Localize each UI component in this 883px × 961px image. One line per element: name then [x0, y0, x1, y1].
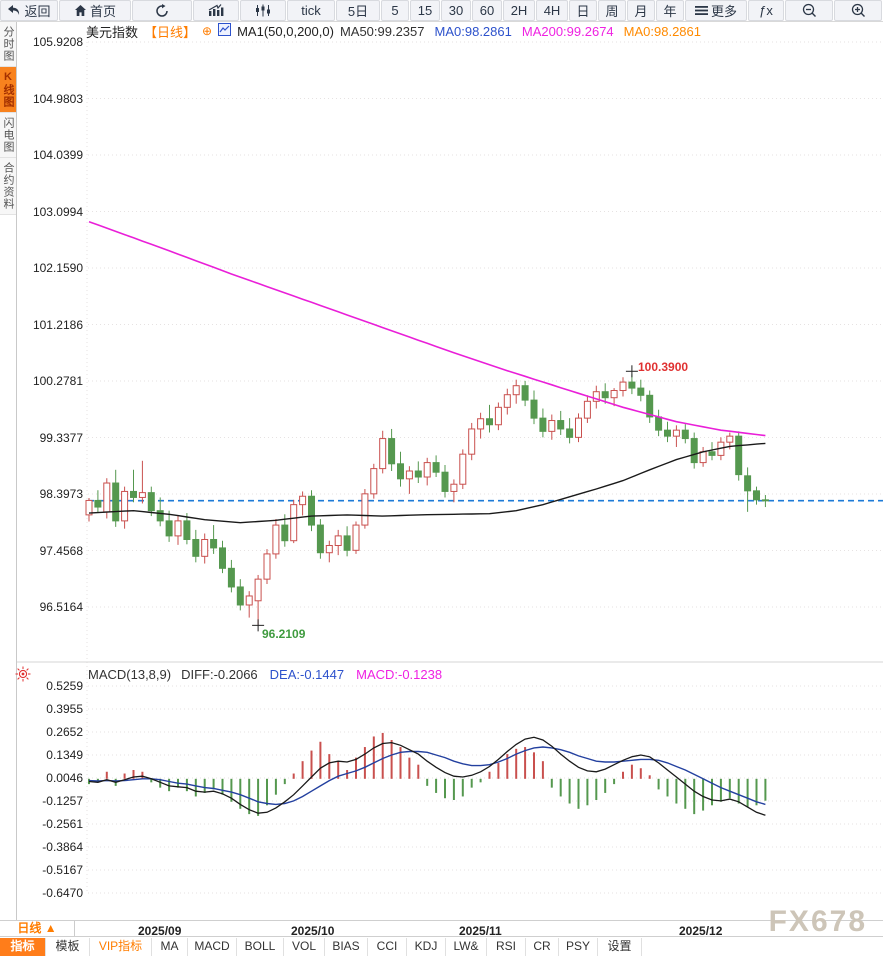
macd-value: MACD:-0.1238	[356, 666, 443, 682]
toolbar-fx-button[interactable]: ƒx	[748, 0, 784, 21]
toolbar: 返回 首页 tick 5日 5 15 30 60 2H 4H 日周月年更多 ƒx	[0, 0, 883, 22]
sidebar-item-contract-info[interactable]: 合约资料	[0, 158, 16, 215]
add-indicator-icon[interactable]: ⊕	[202, 24, 213, 38]
tab-cci[interactable]: CCI	[368, 938, 407, 956]
macd-axis-label: -0.3864	[42, 840, 83, 854]
indicator-tab-bar: 指标 模板 VIP指标 MA MACD BOLL VOL BIAS CCI KDJ LW& RSI CR…	[0, 938, 883, 956]
toolbar-line-chart-icon[interactable]	[193, 0, 239, 21]
macd-axis-label: -0.5167	[42, 863, 83, 877]
x-axis-label: 2025/12	[679, 924, 723, 938]
toolbar-30min-button[interactable]: 30	[441, 0, 471, 21]
ma-value: MA50:99.2357	[339, 23, 425, 39]
toolbar-2h-button[interactable]: 2H	[503, 0, 535, 21]
macd-axis-label: -0.2561	[42, 817, 83, 831]
toolbar-4h-button[interactable]: 4H	[536, 0, 568, 21]
macd-axis-label: -0.6470	[42, 886, 83, 900]
ma-values: MA50:99.2357 MA0:98.2861 MA200:99.2674 MA0:…	[340, 24, 711, 39]
toolbar-day-button[interactable]: 日	[569, 0, 597, 21]
toolbar-more-button[interactable]: 更多	[685, 0, 747, 21]
sidebar: 分时图 K线图 闪电图 合约资料	[0, 22, 17, 920]
mini-chart-icon	[218, 23, 232, 39]
price-axis-label: 96.5164	[39, 600, 83, 614]
macd-axis-label: -0.1257	[42, 794, 83, 808]
tab-psy[interactable]: PSY	[559, 938, 598, 956]
indicator-sun-icon[interactable]	[15, 666, 31, 682]
toolbar-5day-button[interactable]: 5日	[336, 0, 380, 21]
macd-value: DEA:-0.1447	[269, 666, 345, 682]
x-axis-label: 2025/11	[459, 924, 502, 938]
toolbar-tick-button[interactable]: tick	[287, 0, 335, 21]
chart-header: 美元指数 【日线】 ⊕ MA1(50,0,200,0) MA50:99.2357…	[86, 23, 711, 40]
sidebar-item-kline-chart[interactable]: K线图	[0, 67, 16, 113]
macd-axis-label: 0.1349	[46, 748, 83, 762]
toolbar-refresh-icon[interactable]	[132, 0, 192, 21]
ma-value: MA0:98.2861	[623, 23, 701, 39]
price-axis-label: 97.4568	[39, 543, 83, 558]
brand-watermark: FX678	[768, 905, 867, 938]
macd-axis-label: 0.0046	[46, 771, 83, 785]
tab-kdj[interactable]: KDJ	[407, 938, 446, 956]
price-axis-label: 104.9803	[32, 91, 83, 106]
macd-axis-label: 0.5259	[46, 679, 83, 693]
price-axis-label: 102.1590	[32, 261, 83, 275]
tab-ma[interactable]: MA	[152, 938, 188, 956]
tab-indicator[interactable]: 指标	[0, 938, 46, 956]
toolbar-candle-chart-icon[interactable]	[240, 0, 286, 21]
toolbar-week-button[interactable]: 周	[598, 0, 626, 21]
high-price-annotation: 100.3900	[638, 360, 689, 374]
toolbar-back-button[interactable]: 返回	[0, 0, 58, 21]
tab-vol[interactable]: VOL	[284, 938, 325, 956]
tab-settings[interactable]: 设置	[598, 938, 642, 956]
macd-title: MACD(13,8,9)	[88, 666, 172, 682]
ma-settings: MA1(50,0,200,0)	[237, 23, 334, 39]
period-tag: 【日线】	[144, 24, 197, 40]
toolbar-zoom-out-icon[interactable]	[785, 0, 833, 21]
tab-vip-indicator[interactable]: VIP指标	[90, 938, 152, 956]
tab-rsi[interactable]: RSI	[487, 938, 526, 956]
price-axis-label: 104.0399	[32, 148, 83, 162]
tab-macd[interactable]: MACD	[188, 938, 237, 956]
x-axis-label: 2025/10	[291, 924, 335, 938]
x-axis-label: 2025/09	[138, 924, 182, 938]
macd-value: DIFF:-0.2066	[181, 666, 258, 682]
low-price-annotation: 96.2109	[262, 627, 306, 641]
price-axis-label: 103.0994	[32, 204, 83, 219]
toolbar-home-button[interactable]: 首页	[59, 0, 131, 21]
period-selector-button[interactable]: 日线 ▲	[0, 921, 75, 936]
price-axis-label: 101.2186	[32, 317, 83, 332]
x-axis-strip	[0, 920, 883, 937]
macd-header: MACD(13,8,9) DIFF:-0.2066 DEA:-0.1447 MACD…	[88, 666, 454, 682]
symbol-title: 美元指数	[86, 24, 139, 40]
macd-axis-label: 0.3955	[46, 702, 83, 716]
price-axis-label: 99.3377	[39, 430, 83, 445]
toolbar-15min-button[interactable]: 15	[410, 0, 440, 21]
tab-lw[interactable]: LW&	[446, 938, 487, 956]
sidebar-item-lightning-chart[interactable]: 闪电图	[0, 113, 16, 158]
toolbar-month-button[interactable]: 月	[627, 0, 655, 21]
toolbar-5min-button[interactable]: 5	[381, 0, 409, 21]
sidebar-item-time-chart[interactable]: 分时图	[0, 22, 16, 67]
tab-template[interactable]: 模板	[46, 938, 90, 956]
price-axis-label: 105.9208	[32, 35, 83, 49]
ma-value: MA200:99.2674	[521, 23, 614, 39]
ma-value: MA0:98.2861	[434, 23, 512, 39]
toolbar-zoom-in-icon[interactable]	[834, 0, 882, 21]
tab-cr[interactable]: CR	[526, 938, 559, 956]
tab-bias[interactable]: BIAS	[325, 938, 368, 956]
tab-boll[interactable]: BOLL	[237, 938, 284, 956]
macd-values: DIFF:-0.2066 DEA:-0.1447 MACD:-0.1238	[181, 667, 454, 682]
toolbar-year-button[interactable]: 年	[656, 0, 684, 21]
macd-axis-label: 0.2652	[46, 725, 83, 739]
price-axis-label: 100.2781	[32, 374, 83, 388]
toolbar-60min-button[interactable]: 60	[472, 0, 502, 21]
price-axis-label: 98.3973	[39, 487, 83, 501]
